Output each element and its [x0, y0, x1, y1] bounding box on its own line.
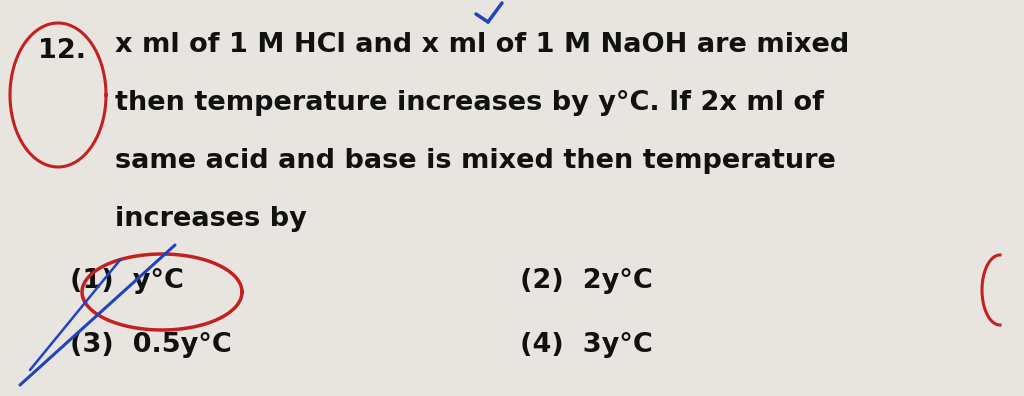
Text: (2)  2y°C: (2) 2y°C — [520, 268, 652, 294]
Text: (3)  0.5y°C: (3) 0.5y°C — [70, 332, 231, 358]
Text: then temperature increases by y°C. If 2x ml of: then temperature increases by y°C. If 2x… — [115, 90, 824, 116]
Text: increases by: increases by — [115, 206, 307, 232]
Text: (4)  3y°C: (4) 3y°C — [520, 332, 652, 358]
Text: x ml of 1 M HCl and x ml of 1 M NaOH are mixed: x ml of 1 M HCl and x ml of 1 M NaOH are… — [115, 32, 849, 58]
Text: 12.: 12. — [38, 38, 86, 64]
Text: same acid and base is mixed then temperature: same acid and base is mixed then tempera… — [115, 148, 836, 174]
Text: (1)  y°C: (1) y°C — [70, 268, 184, 294]
